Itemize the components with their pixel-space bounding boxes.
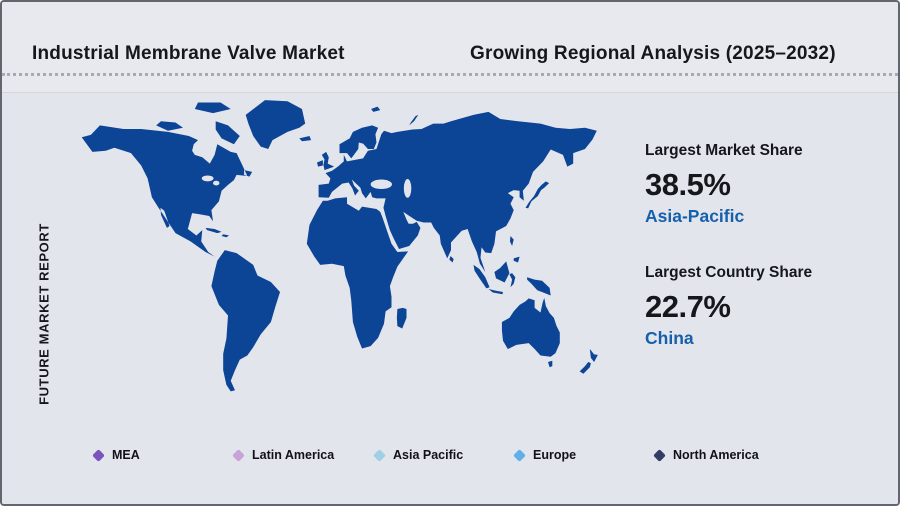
legend-item-mea: MEA xyxy=(92,448,140,462)
world-map xyxy=(64,96,600,402)
legend-label: Latin America xyxy=(252,448,335,462)
legend-diamond-icon xyxy=(653,448,666,462)
legend-label: Asia Pacific xyxy=(393,448,464,462)
world-landmass xyxy=(81,100,598,392)
legend-diamond-icon xyxy=(373,448,386,462)
world-map-svg xyxy=(81,100,598,392)
stat-region: Asia-Pacific xyxy=(645,206,745,226)
stat-country-share: Largest Country Share 22.7% China xyxy=(645,264,895,349)
page-title: Industrial Membrane Valve Market xyxy=(32,43,345,64)
legend-label: MEA xyxy=(112,448,140,462)
legend-diamond-icon xyxy=(513,448,526,462)
stat-value: 22.7% xyxy=(645,289,731,324)
legend-item-latin-america: Latin America xyxy=(232,448,335,462)
page-subtitle: Growing Regional Analysis (2025–2032) xyxy=(470,43,836,64)
stat-region: China xyxy=(645,328,694,348)
legend-diamond-icon xyxy=(92,448,105,462)
inland-seas xyxy=(201,175,412,198)
header-divider xyxy=(2,73,898,76)
header: Industrial Membrane Valve Market Growing… xyxy=(2,2,898,92)
legend-item-asia-pacific: Asia Pacific xyxy=(373,448,464,462)
legend-item-europe: Europe xyxy=(513,448,577,462)
legend-item-north-america: North America xyxy=(653,448,759,462)
stat-label: Largest Country Share xyxy=(645,264,813,281)
stat-market-share: Largest Market Share 38.5% Asia-Pacific xyxy=(645,142,895,227)
legend-label: North America xyxy=(673,448,759,462)
watermark-text: FUTURE MARKET REPORT xyxy=(36,223,52,405)
stat-value: 38.5% xyxy=(645,167,731,202)
legend-diamond-icon xyxy=(232,448,245,462)
legend-label: Europe xyxy=(533,448,577,462)
legend: MEA Latin America Asia Pacific Europe No… xyxy=(2,448,898,472)
stat-label: Largest Market Share xyxy=(645,142,803,159)
